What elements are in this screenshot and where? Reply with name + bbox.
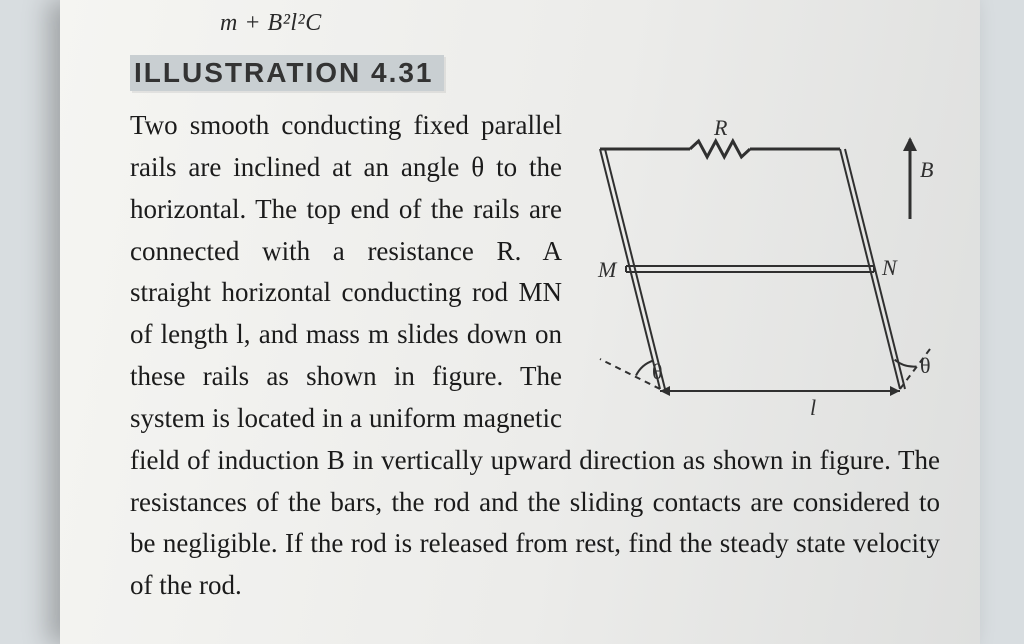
resistor-icon	[690, 141, 750, 157]
line-10: induction B in vertically upward directi…	[217, 445, 898, 475]
line-0: Two smooth conducting fixed	[130, 110, 481, 140]
heading-text: ILLUSTRATION 4.31	[134, 57, 434, 88]
label-theta-left: θ	[652, 359, 663, 384]
fragment-text: m + B²l²C	[220, 10, 322, 36]
label-M: M	[597, 257, 618, 282]
label-B: B	[920, 157, 933, 182]
diagram-wrap: R B M Nl θ θ	[580, 109, 940, 419]
label-R: R	[713, 115, 728, 140]
label-N: N	[881, 255, 898, 280]
rails-diagram: R B M Nl θ θ	[580, 109, 940, 419]
illustration-heading: ILLUSTRATION 4.31	[130, 55, 444, 91]
problem-body: RBMNlθθ Two smooth conducting fixed para…	[130, 105, 940, 607]
label-l: l	[810, 395, 816, 419]
top-equation-fragment: m + B²l²C	[220, 10, 940, 37]
label-theta-right: θ	[920, 353, 931, 378]
line-6: of length l, and mass m slides	[130, 319, 467, 349]
page: m + B²l²C ILLUSTRATION 4.31 R B M Nl θ θ Two …	[60, 0, 980, 644]
line-5: horizontal conducting rod MN	[222, 277, 562, 307]
